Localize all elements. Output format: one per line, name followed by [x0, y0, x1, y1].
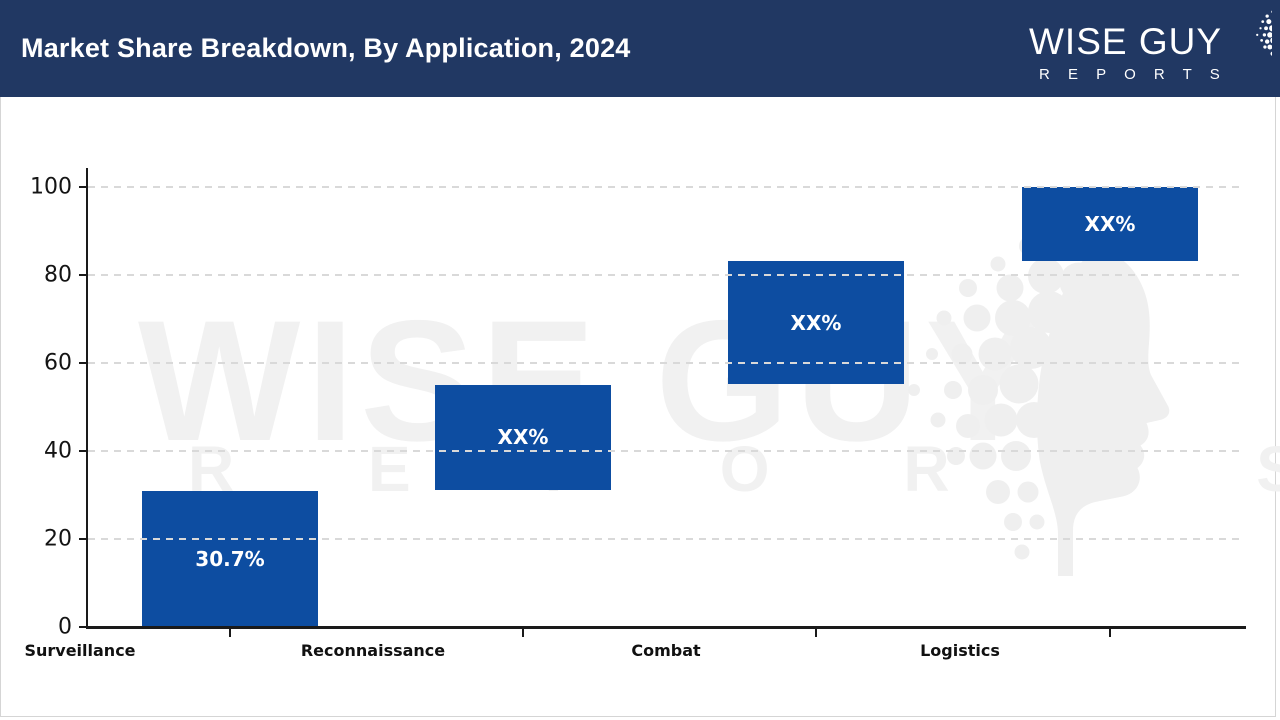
y-tick-0: [79, 625, 88, 628]
x-tick-0: [229, 629, 231, 637]
chart-title: Market Share Breakdown, By Application, …: [21, 33, 631, 63]
y-tick-label-60: 60: [44, 350, 72, 375]
y-tick-label-80: 80: [44, 262, 72, 287]
logo-text-line1: WISE GUY: [1029, 21, 1222, 62]
bar-combat: [728, 261, 904, 385]
y-tick-label-40: 40: [44, 438, 72, 463]
y-tick-label-20: 20: [44, 526, 72, 551]
category-label-reconnaissance: Reconnaissance: [300, 641, 446, 660]
y-tick-100: [79, 185, 88, 188]
bar-value-label: XX%: [1084, 211, 1136, 236]
x-tick-1: [522, 629, 524, 637]
chart-frame-border: [0, 97, 1276, 717]
y-tick-label-100: 100: [30, 174, 72, 199]
category-label-combat: Combat: [631, 641, 701, 660]
bar-value-label: 30.7%: [195, 546, 265, 571]
logo-head-icon: [1256, 5, 1272, 69]
watermark-head-icon: [878, 212, 1178, 592]
y-axis-line: [86, 168, 88, 629]
bar-surveillance: [142, 491, 318, 627]
x-tick-2: [815, 629, 817, 637]
logo-text-line2: R E P O R T S: [1039, 66, 1227, 83]
gridline-40: [88, 449, 1245, 452]
y-tick-label-0: 0: [58, 614, 72, 639]
bar-logistics: [1022, 186, 1198, 262]
y-tick-20: [79, 537, 88, 540]
bar-value-label: XX%: [497, 425, 549, 450]
header-bar: Market Share Breakdown, By Application, …: [0, 0, 1280, 97]
gridline-100: [88, 185, 1245, 188]
y-tick-40: [79, 449, 88, 452]
y-tick-60: [79, 361, 88, 364]
gridline-60: [88, 361, 1245, 364]
bar-value-label: XX%: [790, 310, 842, 335]
category-label-surveillance: Surveillance: [24, 641, 136, 660]
category-label-logistics: Logistics: [920, 641, 1000, 660]
bar-reconnaissance: [435, 384, 611, 491]
y-tick-80: [79, 273, 88, 276]
x-tick-3: [1109, 629, 1111, 637]
gridline-80: [88, 273, 1245, 276]
gridline-20: [88, 537, 1245, 540]
x-axis-line: [86, 626, 1246, 629]
wise-guy-reports-logo: WISE GUY R E P O R T S: [1029, 2, 1272, 83]
